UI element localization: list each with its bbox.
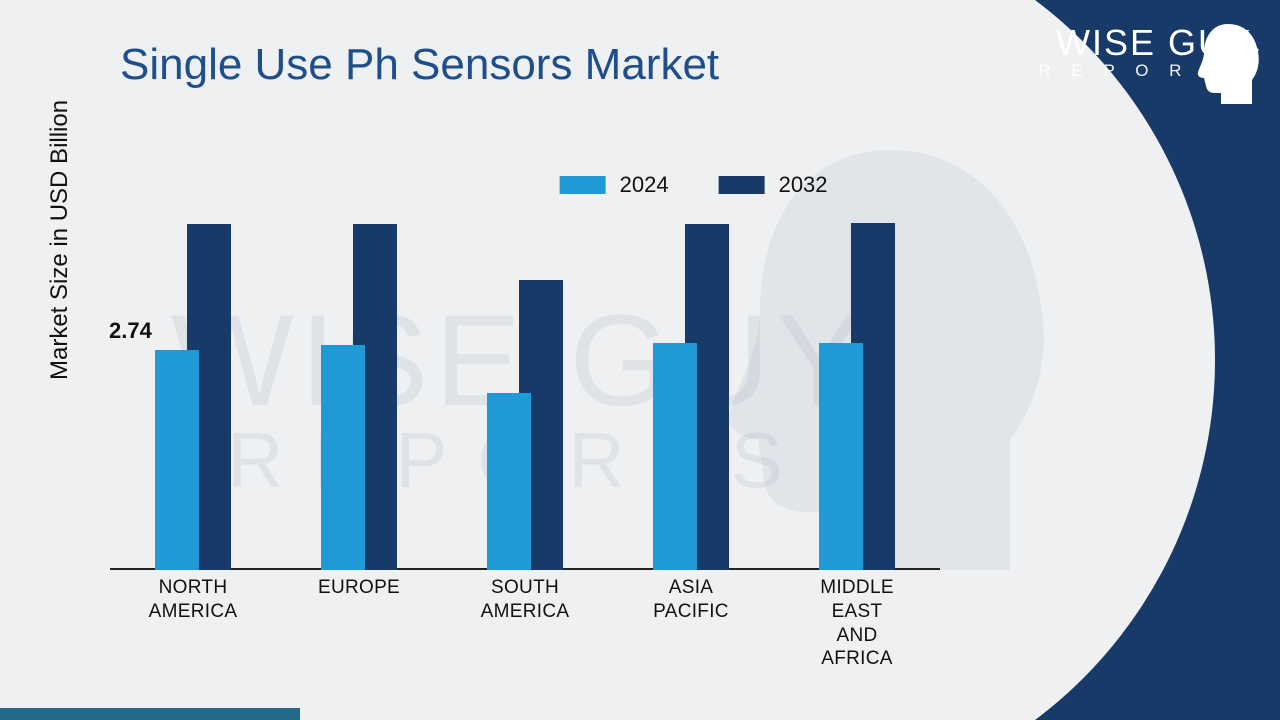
x-axis-label: EUROPE [294,576,424,671]
bar-group [299,200,419,570]
brand-head-icon [1194,22,1266,108]
bar-2024 [155,350,199,570]
bar-group [631,200,751,570]
legend-item-2032: 2032 [719,172,828,198]
x-axis-label: MIDDLEEASTANDAFRICA [792,576,922,671]
x-axis-label: ASIAPACIFIC [626,576,756,671]
legend-label-2024: 2024 [620,172,669,198]
accent-bar [0,708,300,720]
bar-chart: 2.74 [110,200,940,570]
bar-group [797,200,917,570]
bar-2024 [321,345,365,570]
x-axis-labels: NORTHAMERICA EUROPE SOUTHAMERICA ASIAPACIFI… [110,576,940,671]
x-axis-label: NORTHAMERICA [128,576,258,671]
bar-2024 [653,343,697,570]
x-axis-label: SOUTHAMERICA [460,576,590,671]
legend-swatch-2024 [560,176,606,194]
bar-2024 [487,393,531,570]
bar-group [465,200,585,570]
bar-value-label: 2.74 [109,318,152,344]
stage: WISE GUY REPORTS WISE GUY R E P O R T S … [0,0,1280,720]
legend-swatch-2032 [719,176,765,194]
y-axis-label: Market Size in USD Billion [46,100,74,380]
legend-label-2032: 2032 [779,172,828,198]
legend-item-2024: 2024 [560,172,669,198]
legend: 2024 2032 [560,172,828,198]
bar-2024 [819,343,863,570]
bar-groups: 2.74 [110,200,940,570]
chart-title: Single Use Ph Sensors Market [120,40,719,90]
bar-group: 2.74 [133,200,253,570]
